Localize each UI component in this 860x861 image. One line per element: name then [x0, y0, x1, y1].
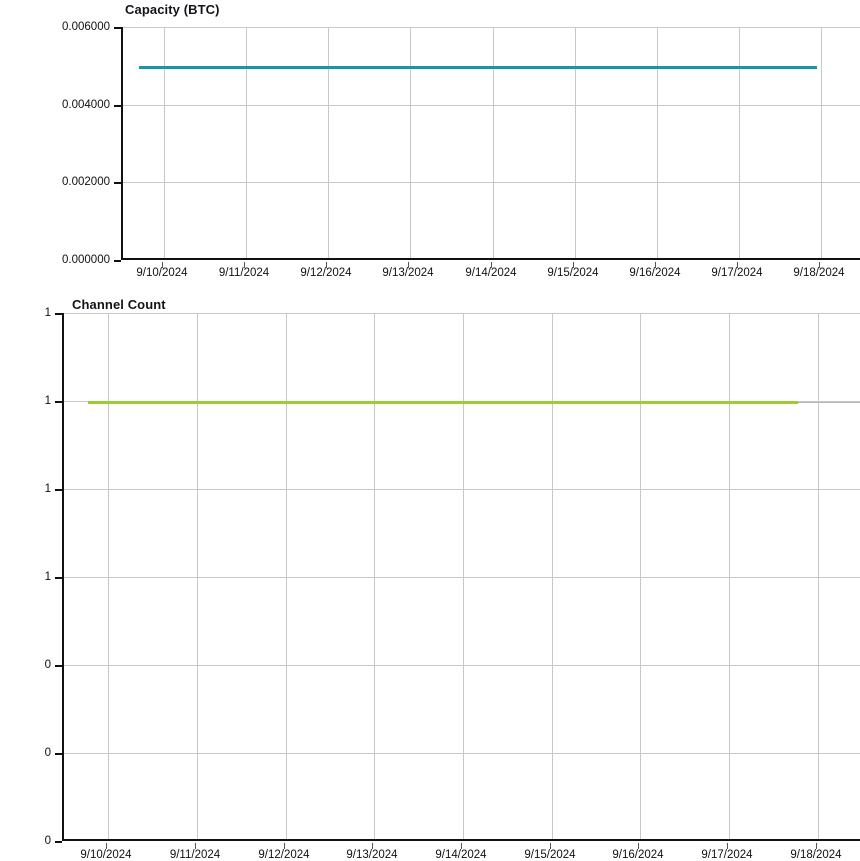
x-axis-tick-label: 9/13/2024 [382, 267, 434, 279]
y-axis-tick [55, 401, 62, 403]
y-axis-tick [114, 260, 121, 262]
x-axis-tick [573, 262, 574, 268]
y-axis-tick-label: 0 [44, 659, 51, 671]
y-axis-tick [55, 489, 62, 491]
y-axis-tick-label: 0 [44, 835, 51, 847]
data-series-line [139, 66, 817, 69]
gridline-vertical [286, 313, 287, 839]
x-axis-tick-label: 9/17/2024 [701, 849, 753, 861]
gridline-vertical [328, 27, 329, 258]
gridline-vertical [410, 27, 411, 258]
gridline-horizontal [123, 105, 860, 106]
y-axis-tick-label: 1 [44, 395, 51, 407]
gridline-horizontal [64, 753, 860, 754]
x-axis-tick-label: 9/11/2024 [218, 267, 270, 279]
x-axis-tick-label: 9/10/2024 [80, 849, 132, 861]
y-axis-tick [55, 665, 62, 667]
x-axis-tick-label: 9/11/2024 [169, 849, 221, 861]
gridline-vertical [374, 313, 375, 839]
gridline-vertical [818, 313, 819, 839]
y-axis-tick [114, 105, 121, 107]
gridline-vertical [640, 313, 641, 839]
gridline-vertical [108, 313, 109, 839]
gridline-vertical [657, 27, 658, 258]
y-axis-tick [55, 577, 62, 579]
y-axis-tick-label: 1 [44, 307, 51, 319]
gridline-vertical [246, 27, 247, 258]
capacity-plot-area [121, 27, 860, 260]
x-axis-tick [326, 262, 327, 268]
data-series-tail [798, 402, 860, 403]
x-axis-tick-label: 9/16/2024 [612, 849, 664, 861]
x-axis-tick-label: 9/12/2024 [258, 849, 310, 861]
gridline-vertical [575, 27, 576, 258]
gridline-vertical [493, 27, 494, 258]
x-axis-tick [819, 262, 820, 268]
x-axis-tick-label: 9/14/2024 [465, 267, 517, 279]
gridline-horizontal [64, 489, 860, 490]
x-axis-tick-label: 9/10/2024 [136, 267, 188, 279]
capacity-chart-panel: Capacity (BTC) 0.006000 0.004000 0.002000 0… [0, 0, 860, 290]
data-series-line [88, 401, 798, 404]
y-axis-tick-label: 1 [44, 483, 51, 495]
x-axis-tick-label: 9/16/2024 [629, 267, 681, 279]
y-axis-tick-label: 0.000000 [62, 254, 110, 266]
x-axis-tick [162, 262, 163, 268]
y-axis-tick-label: 0.004000 [62, 99, 110, 111]
gridline-vertical [197, 313, 198, 839]
x-axis-tick-label: 9/12/2024 [300, 267, 352, 279]
x-axis-tick [408, 262, 409, 268]
y-axis-tick-label: 0.006000 [62, 21, 110, 33]
channel-count-chart-title: Channel Count [72, 297, 166, 312]
y-axis-tick [55, 841, 62, 843]
capacity-chart-title: Capacity (BTC) [125, 2, 220, 17]
gridline-horizontal [64, 313, 860, 314]
gridline-horizontal [64, 577, 860, 578]
y-axis-tick [114, 27, 121, 29]
channel-count-plot-area [62, 313, 860, 841]
gridline-vertical [164, 27, 165, 258]
x-axis-tick-label: 9/14/2024 [435, 849, 487, 861]
x-axis-tick-label: 9/18/2024 [790, 849, 842, 861]
x-axis-tick [244, 262, 245, 268]
x-axis-tick-label: 9/15/2024 [547, 267, 599, 279]
y-axis-tick-label: 1 [44, 571, 51, 583]
y-axis-tick [55, 313, 62, 315]
x-axis-tick-label: 9/17/2024 [711, 267, 763, 279]
x-axis-tick-label: 9/15/2024 [524, 849, 576, 861]
gridline-vertical [821, 27, 822, 258]
gridline-horizontal [64, 665, 860, 666]
x-axis-tick [737, 262, 738, 268]
y-axis-tick-label: 0 [44, 747, 51, 759]
channel-count-chart-panel: Channel Count 1 1 1 1 0 0 0 9/10/2024 9/11/2024 9… [0, 290, 860, 861]
gridline-vertical [552, 313, 553, 839]
gridline-vertical [739, 27, 740, 258]
x-axis-tick-label: 9/13/2024 [346, 849, 398, 861]
y-axis-tick-label: 0.002000 [62, 176, 110, 188]
x-axis-tick [655, 262, 656, 268]
x-axis-tick [491, 262, 492, 268]
gridline-vertical [463, 313, 464, 839]
y-axis-tick [55, 753, 62, 755]
y-axis-tick [114, 182, 121, 184]
gridline-horizontal [123, 182, 860, 183]
gridline-vertical [729, 313, 730, 839]
x-axis-tick-label: 9/18/2024 [793, 267, 845, 279]
gridline-horizontal [123, 27, 860, 28]
